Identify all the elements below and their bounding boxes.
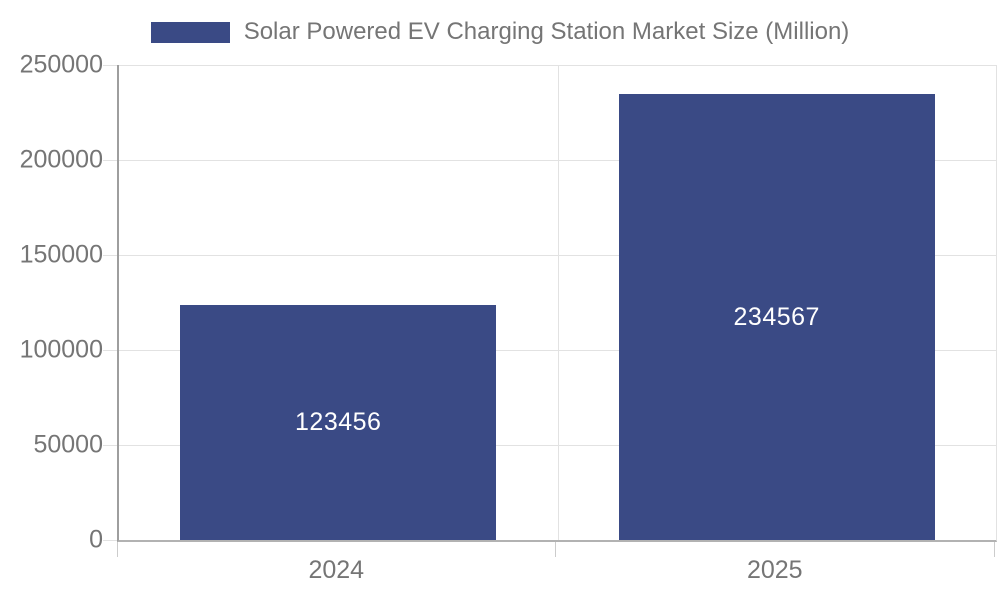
plot-area: 123456 234567 (117, 65, 997, 542)
bar-value-label: 234567 (733, 302, 820, 331)
y-tick-label: 250000 (19, 50, 103, 79)
y-tick-label: 100000 (19, 335, 103, 364)
y-tick (103, 255, 117, 256)
gridline-v (557, 65, 559, 540)
y-tick (103, 445, 117, 446)
y-tick-label: 0 (89, 525, 103, 554)
x-tick (116, 542, 118, 557)
x-tick-label: 2024 (308, 556, 365, 584)
y-tick (103, 350, 117, 351)
y-tick (103, 160, 117, 161)
x-tick (993, 542, 995, 557)
legend[interactable]: Solar Powered EV Charging Station Market… (0, 18, 1000, 46)
bar-2024[interactable]: 123456 (180, 305, 497, 540)
y-tick (103, 65, 117, 66)
bar-2025[interactable]: 234567 (618, 94, 935, 540)
y-tick-label: 50000 (33, 430, 103, 459)
legend-swatch (150, 21, 230, 43)
y-tick-label: 200000 (19, 145, 103, 174)
legend-label: Solar Powered EV Charging Station Market… (243, 18, 850, 45)
x-tick (555, 542, 556, 557)
y-tick-label: 150000 (19, 240, 103, 269)
bar-value-label: 123456 (295, 408, 382, 437)
x-tick-label: 2025 (746, 556, 803, 584)
y-tick (103, 540, 117, 541)
